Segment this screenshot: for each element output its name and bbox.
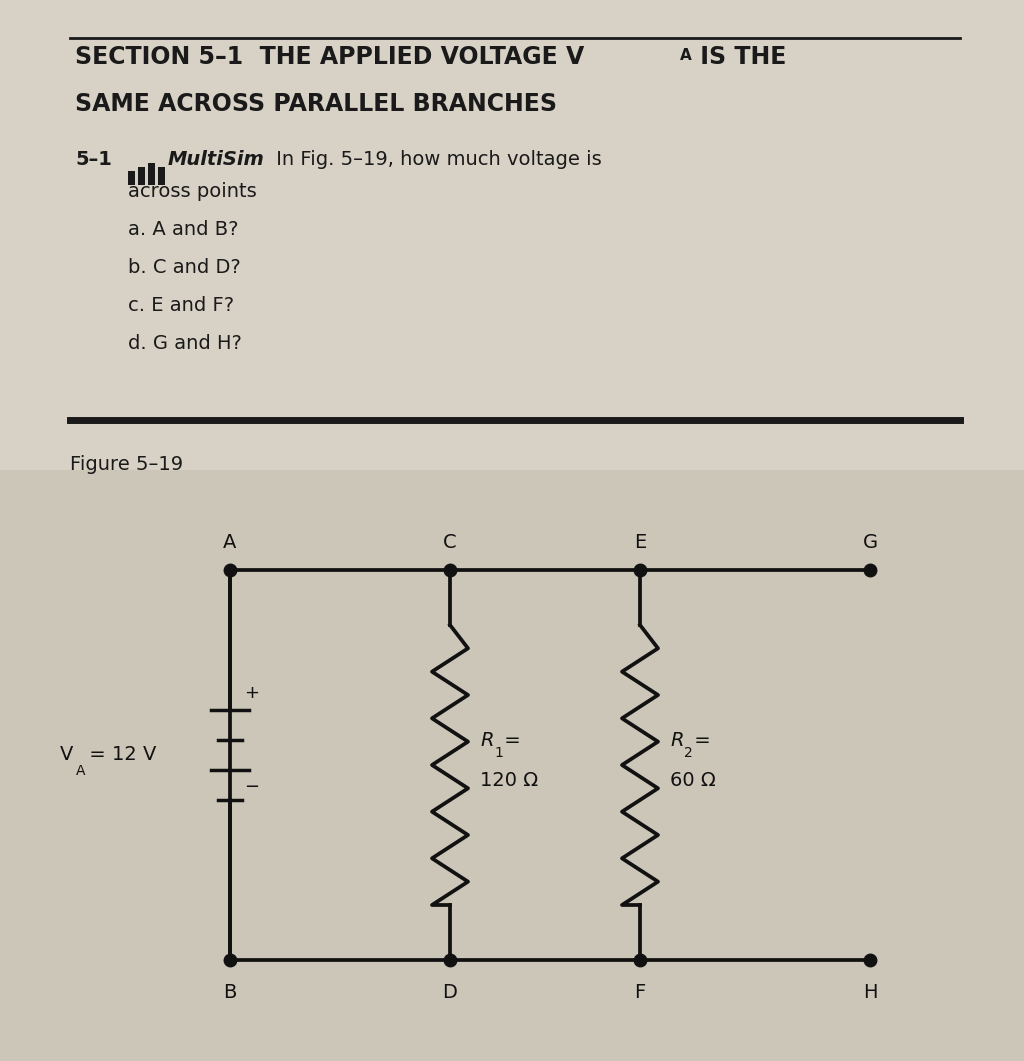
Text: H: H bbox=[863, 982, 878, 1002]
Text: R: R bbox=[480, 731, 494, 749]
Text: A: A bbox=[76, 764, 85, 778]
Text: = 12 V: = 12 V bbox=[83, 746, 157, 765]
Text: A: A bbox=[223, 533, 237, 552]
Text: +: + bbox=[245, 684, 259, 702]
Text: In Fig. 5–19, how much voltage is: In Fig. 5–19, how much voltage is bbox=[270, 150, 602, 169]
Text: SAME ACROSS PARALLEL BRANCHES: SAME ACROSS PARALLEL BRANCHES bbox=[75, 92, 557, 116]
Text: d. G and H?: d. G and H? bbox=[128, 334, 242, 353]
Text: D: D bbox=[442, 982, 458, 1002]
Text: F: F bbox=[635, 982, 645, 1002]
Bar bbox=[138, 167, 145, 185]
Text: 120 Ω: 120 Ω bbox=[480, 770, 539, 789]
Text: IS THE: IS THE bbox=[692, 45, 786, 69]
Text: across points: across points bbox=[128, 182, 257, 201]
Bar bbox=[0, 470, 1024, 1061]
Text: R: R bbox=[670, 731, 683, 749]
Text: A: A bbox=[680, 48, 692, 63]
Text: E: E bbox=[634, 533, 646, 552]
Text: 2: 2 bbox=[684, 746, 693, 760]
Text: =: = bbox=[688, 731, 711, 749]
Text: =: = bbox=[498, 731, 521, 749]
Text: V: V bbox=[60, 746, 74, 765]
Text: G: G bbox=[862, 533, 878, 552]
Text: Figure 5–19: Figure 5–19 bbox=[70, 455, 183, 474]
Text: 1: 1 bbox=[494, 746, 503, 760]
Text: 5–1: 5–1 bbox=[75, 150, 112, 169]
Bar bbox=[128, 171, 135, 185]
Bar bbox=[158, 167, 165, 185]
Bar bbox=[148, 163, 155, 185]
Text: −: − bbox=[245, 778, 259, 796]
Text: C: C bbox=[443, 533, 457, 552]
Bar bbox=[0, 0, 1024, 470]
Text: 60 Ω: 60 Ω bbox=[670, 770, 716, 789]
Text: SECTION 5–1  THE APPLIED VOLTAGE V: SECTION 5–1 THE APPLIED VOLTAGE V bbox=[75, 45, 585, 69]
Text: a. A and B?: a. A and B? bbox=[128, 220, 239, 239]
Text: c. E and F?: c. E and F? bbox=[128, 296, 234, 315]
Text: MultiSim: MultiSim bbox=[168, 150, 265, 169]
Text: b. C and D?: b. C and D? bbox=[128, 258, 241, 277]
Text: B: B bbox=[223, 982, 237, 1002]
